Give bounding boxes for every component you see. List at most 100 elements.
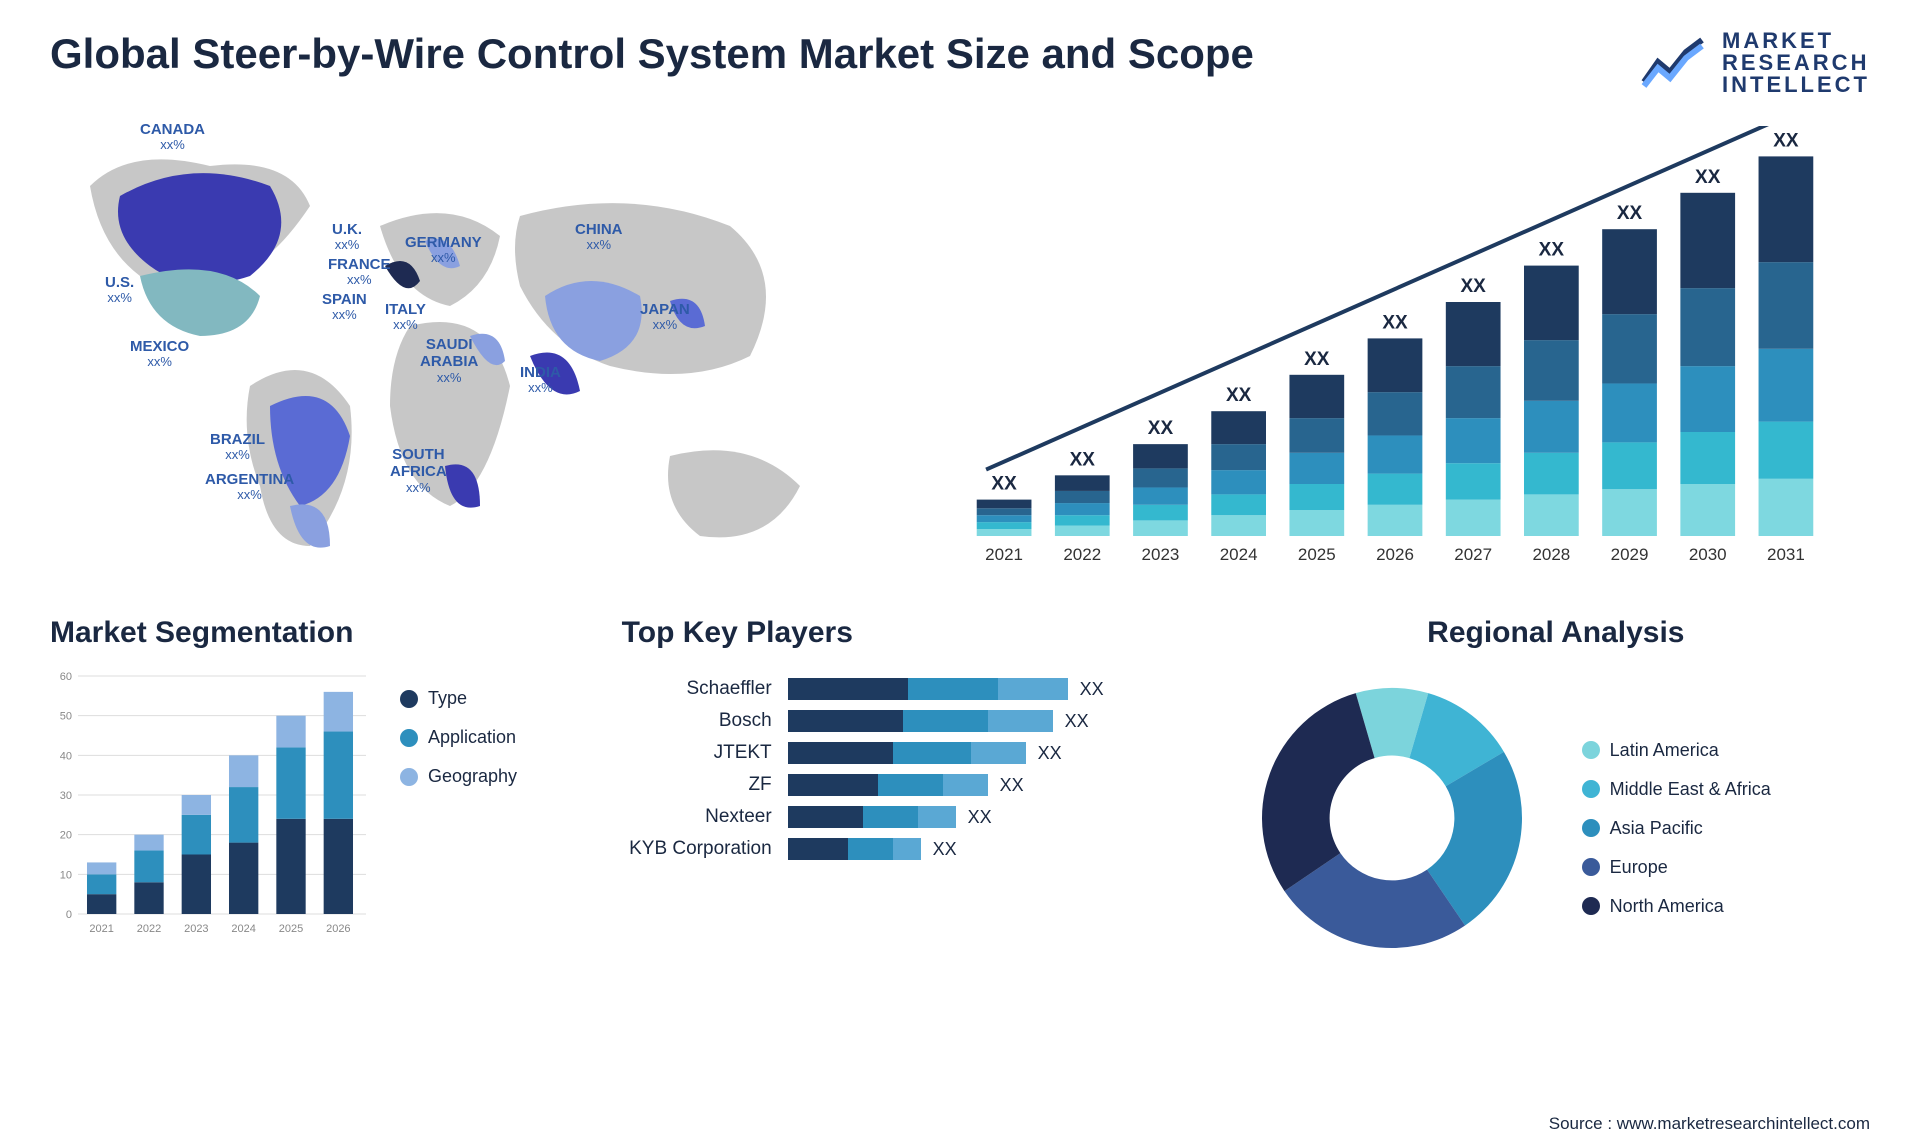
world-map: CANADAxx%U.S.xx%MEXICOxx%BRAZILxx%ARGENT…	[50, 126, 870, 576]
player-row: KYB Corporation XX	[622, 838, 1202, 860]
map-label: SAUDIARABIAxx%	[420, 336, 478, 385]
players-title: Top Key Players	[622, 616, 1202, 650]
svg-text:2022: 2022	[1063, 545, 1101, 564]
svg-text:60: 60	[60, 671, 72, 683]
player-name: Nexteer	[622, 806, 772, 828]
player-name: JTEKT	[622, 742, 772, 764]
map-label: U.S.xx%	[105, 274, 134, 306]
map-label: JAPANxx%	[640, 301, 690, 333]
regional-legend: Latin AmericaMiddle East & AfricaAsia Pa…	[1582, 720, 1771, 917]
legend-dot	[400, 690, 418, 708]
svg-text:XX: XX	[1617, 203, 1643, 224]
svg-text:2023: 2023	[1142, 545, 1180, 564]
players-list: Schaeffler XX Bosch XX JTEKT XX ZF XX Ne…	[622, 668, 1202, 860]
main-row: CANADAxx%U.S.xx%MEXICOxx%BRAZILxx%ARGENT…	[50, 126, 1870, 576]
bottom-row: Market Segmentation 01020304050602021202…	[50, 616, 1870, 968]
legend-item: Middle East & Africa	[1582, 779, 1771, 800]
logo-text: MARKET RESEARCH INTELLECT	[1722, 30, 1870, 96]
map-label: U.K.xx%	[332, 221, 362, 253]
svg-text:2028: 2028	[1532, 545, 1570, 564]
svg-text:2027: 2027	[1454, 545, 1492, 564]
player-value: XX	[933, 839, 957, 860]
player-value: XX	[1080, 679, 1104, 700]
svg-text:XX: XX	[1539, 240, 1565, 261]
market-size-chart: 2021 XX 2022 XX 2023 XX 2024 XX 2025 XX 2026 XX 2027…	[920, 126, 1870, 576]
map-label: GERMANYxx%	[405, 234, 482, 266]
map-label: CHINAxx%	[575, 221, 623, 253]
svg-text:2021: 2021	[985, 545, 1023, 564]
svg-text:30: 30	[60, 790, 72, 802]
player-bar	[788, 838, 921, 860]
svg-text:2026: 2026	[326, 923, 350, 935]
svg-text:XX: XX	[1695, 167, 1721, 188]
segmentation-legend: Type Application Geography	[400, 668, 517, 938]
svg-text:2024: 2024	[231, 923, 255, 935]
svg-text:2026: 2026	[1376, 545, 1414, 564]
svg-text:XX: XX	[1773, 130, 1799, 151]
legend-dot	[400, 729, 418, 747]
svg-text:XX: XX	[1070, 449, 1096, 470]
svg-text:XX: XX	[1382, 312, 1408, 333]
source-attribution: Source : www.marketresearchintellect.com	[1549, 1114, 1870, 1134]
segmentation-chart: 0102030405060202120222023202420252026	[50, 668, 370, 938]
svg-text:XX: XX	[1226, 385, 1252, 406]
svg-text:2021: 2021	[89, 923, 113, 935]
svg-text:XX: XX	[1304, 349, 1330, 370]
player-value: XX	[1038, 743, 1062, 764]
legend-item: Europe	[1582, 857, 1771, 878]
svg-text:2030: 2030	[1689, 545, 1727, 564]
player-bar	[788, 806, 956, 828]
svg-text:2029: 2029	[1611, 545, 1649, 564]
map-label: CANADAxx%	[140, 121, 205, 153]
page-title: Global Steer-by-Wire Control System Mark…	[50, 30, 1254, 78]
players-section: Top Key Players Schaeffler XX Bosch XX J…	[622, 616, 1202, 968]
regional-section: Regional Analysis Latin AmericaMiddle Ea…	[1242, 616, 1870, 968]
segmentation-section: Market Segmentation 01020304050602021202…	[50, 616, 582, 968]
map-label: SPAINxx%	[322, 291, 367, 323]
logo-icon	[1640, 36, 1710, 91]
map-label: INDIAxx%	[520, 364, 561, 396]
legend-dot	[1582, 897, 1600, 915]
brand-logo: MARKET RESEARCH INTELLECT	[1640, 30, 1870, 96]
map-label: MEXICOxx%	[130, 338, 189, 370]
player-row: Bosch XX	[622, 710, 1202, 732]
legend-item: Type	[400, 688, 517, 709]
svg-text:0: 0	[66, 909, 72, 921]
player-name: Bosch	[622, 710, 772, 732]
player-row: Nexteer XX	[622, 806, 1202, 828]
player-bar	[788, 774, 988, 796]
player-value: XX	[1000, 775, 1024, 796]
svg-text:2025: 2025	[279, 923, 303, 935]
player-name: ZF	[622, 774, 772, 796]
map-label: SOUTHAFRICAxx%	[390, 446, 447, 495]
legend-item: Geography	[400, 766, 517, 787]
map-label: ITALYxx%	[385, 301, 426, 333]
svg-text:2024: 2024	[1220, 545, 1258, 564]
player-value: XX	[1065, 711, 1089, 732]
player-bar	[788, 742, 1026, 764]
svg-text:2022: 2022	[137, 923, 161, 935]
player-name: Schaeffler	[622, 678, 772, 700]
segmentation-title: Market Segmentation	[50, 616, 582, 650]
regional-donut	[1242, 668, 1542, 968]
svg-text:20: 20	[60, 830, 72, 842]
svg-text:2025: 2025	[1298, 545, 1336, 564]
regional-title: Regional Analysis	[1242, 616, 1870, 650]
svg-text:2023: 2023	[184, 923, 208, 935]
svg-text:10: 10	[60, 869, 72, 881]
map-label: FRANCExx%	[328, 256, 391, 288]
legend-item: Application	[400, 727, 517, 748]
legend-dot	[1582, 858, 1600, 876]
player-row: ZF XX	[622, 774, 1202, 796]
player-row: Schaeffler XX	[622, 678, 1202, 700]
player-bar	[788, 710, 1053, 732]
svg-text:50: 50	[60, 711, 72, 723]
player-row: JTEKT XX	[622, 742, 1202, 764]
svg-text:XX: XX	[1148, 418, 1174, 439]
map-label: ARGENTINAxx%	[205, 471, 294, 503]
header-row: Global Steer-by-Wire Control System Mark…	[50, 30, 1870, 96]
legend-dot	[1582, 780, 1600, 798]
legend-dot	[400, 768, 418, 786]
svg-text:XX: XX	[991, 474, 1017, 495]
player-name: KYB Corporation	[622, 838, 772, 860]
